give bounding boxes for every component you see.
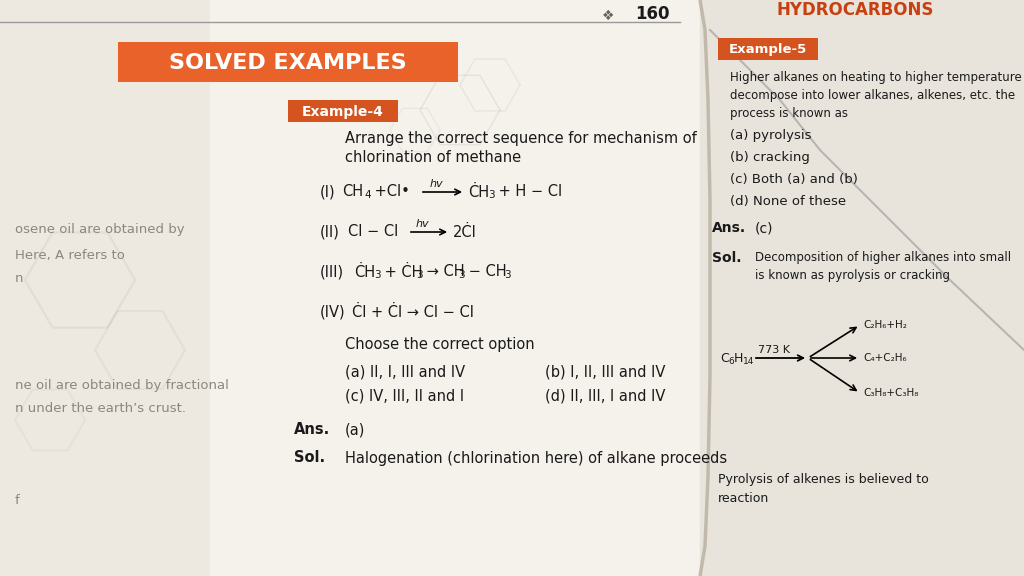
Text: hv: hv — [429, 179, 442, 189]
Text: ĊH: ĊH — [468, 184, 489, 199]
Text: (c) IV, III, II and I: (c) IV, III, II and I — [345, 388, 464, 404]
Text: − CH: − CH — [464, 264, 507, 279]
Text: HYDROCARBONS: HYDROCARBONS — [776, 1, 934, 19]
Text: (IV): (IV) — [319, 305, 346, 320]
Text: process is known as: process is known as — [730, 108, 848, 120]
Text: (a) II, I, III and IV: (a) II, I, III and IV — [345, 365, 465, 380]
Text: → CH: → CH — [422, 264, 465, 279]
Text: Sol.: Sol. — [294, 450, 326, 465]
Text: (a): (a) — [345, 423, 366, 438]
Text: is known as pyrolysis or cracking: is known as pyrolysis or cracking — [755, 270, 950, 282]
Bar — [700, 0, 1024, 576]
Text: Higher alkanes on heating to higher temperature: Higher alkanes on heating to higher temp… — [730, 71, 1022, 85]
Text: Ans.: Ans. — [294, 423, 331, 438]
Text: 3: 3 — [374, 270, 381, 280]
Text: (b) cracking: (b) cracking — [730, 150, 810, 164]
Text: 3: 3 — [504, 270, 511, 280]
Text: C₄+C₂H₆: C₄+C₂H₆ — [863, 353, 906, 363]
Text: ne oil are obtained by fractional: ne oil are obtained by fractional — [15, 378, 229, 392]
Text: (III): (III) — [319, 264, 344, 279]
Text: osene oil are obtained by: osene oil are obtained by — [15, 223, 184, 237]
Text: CH: CH — [342, 184, 364, 199]
Text: 2Ċl: 2Ċl — [453, 225, 477, 240]
Text: decompose into lower alkanes, alkenes, etc. the: decompose into lower alkanes, alkenes, e… — [730, 89, 1015, 103]
FancyBboxPatch shape — [718, 38, 818, 60]
Text: + ĊH: + ĊH — [380, 264, 423, 279]
Text: H: H — [734, 351, 743, 365]
Text: Ans.: Ans. — [712, 221, 746, 235]
Text: SOLVED EXAMPLES: SOLVED EXAMPLES — [169, 53, 407, 73]
Text: (c): (c) — [755, 221, 773, 235]
Text: hv: hv — [415, 219, 429, 229]
Text: Example-5: Example-5 — [729, 44, 807, 56]
Text: (d) None of these: (d) None of these — [730, 195, 846, 207]
Text: 6: 6 — [728, 357, 734, 366]
Text: Choose the correct option: Choose the correct option — [345, 338, 535, 353]
Text: 773 K: 773 K — [758, 345, 790, 355]
Text: Sol.: Sol. — [712, 251, 741, 265]
Text: 14: 14 — [743, 357, 755, 366]
Text: 4: 4 — [364, 190, 371, 200]
Text: (a) pyrolysis: (a) pyrolysis — [730, 128, 811, 142]
Text: C₂H₆+H₂: C₂H₆+H₂ — [863, 320, 907, 330]
Text: Pyrolysis of alkenes is believed to: Pyrolysis of alkenes is believed to — [718, 473, 929, 487]
Text: (I): (I) — [319, 184, 336, 199]
Text: +Cl•: +Cl• — [370, 184, 410, 199]
Text: reaction: reaction — [718, 491, 769, 505]
Text: ❖: ❖ — [602, 9, 614, 23]
Text: Halogenation (chlorination here) of alkane proceeds: Halogenation (chlorination here) of alka… — [345, 450, 727, 465]
Bar — [0, 0, 210, 576]
Text: chlorination of methane: chlorination of methane — [345, 150, 521, 165]
Text: + H − Cl: + H − Cl — [494, 184, 562, 199]
Text: (b) I, II, III and IV: (b) I, II, III and IV — [545, 365, 666, 380]
Text: (c) Both (a) and (b): (c) Both (a) and (b) — [730, 172, 858, 185]
Text: C: C — [720, 351, 729, 365]
Text: C₃H₈+C₃H₈: C₃H₈+C₃H₈ — [863, 388, 919, 398]
Text: Ċl + Ċl → Cl − Cl: Ċl + Ċl → Cl − Cl — [352, 305, 474, 320]
Text: 3: 3 — [488, 190, 495, 200]
Text: Decomposition of higher alkanes into small: Decomposition of higher alkanes into sma… — [755, 252, 1011, 264]
Text: Cl − Cl: Cl − Cl — [348, 225, 398, 240]
Text: (II): (II) — [319, 225, 340, 240]
Text: Here, A refers to: Here, A refers to — [15, 248, 125, 262]
Text: Example-4: Example-4 — [302, 105, 384, 119]
Text: n: n — [15, 271, 24, 285]
Text: Arrange the correct sequence for mechanism of: Arrange the correct sequence for mechani… — [345, 131, 696, 146]
FancyBboxPatch shape — [118, 42, 458, 82]
Text: 3: 3 — [416, 270, 423, 280]
FancyBboxPatch shape — [288, 100, 398, 122]
Text: ĊH: ĊH — [354, 264, 375, 279]
Text: f: f — [15, 494, 19, 506]
Text: n under the earth’s crust.: n under the earth’s crust. — [15, 401, 186, 415]
Text: 3: 3 — [458, 270, 465, 280]
Text: 160: 160 — [635, 5, 670, 23]
Text: (d) II, III, I and IV: (d) II, III, I and IV — [545, 388, 666, 404]
Bar — [210, 0, 700, 576]
